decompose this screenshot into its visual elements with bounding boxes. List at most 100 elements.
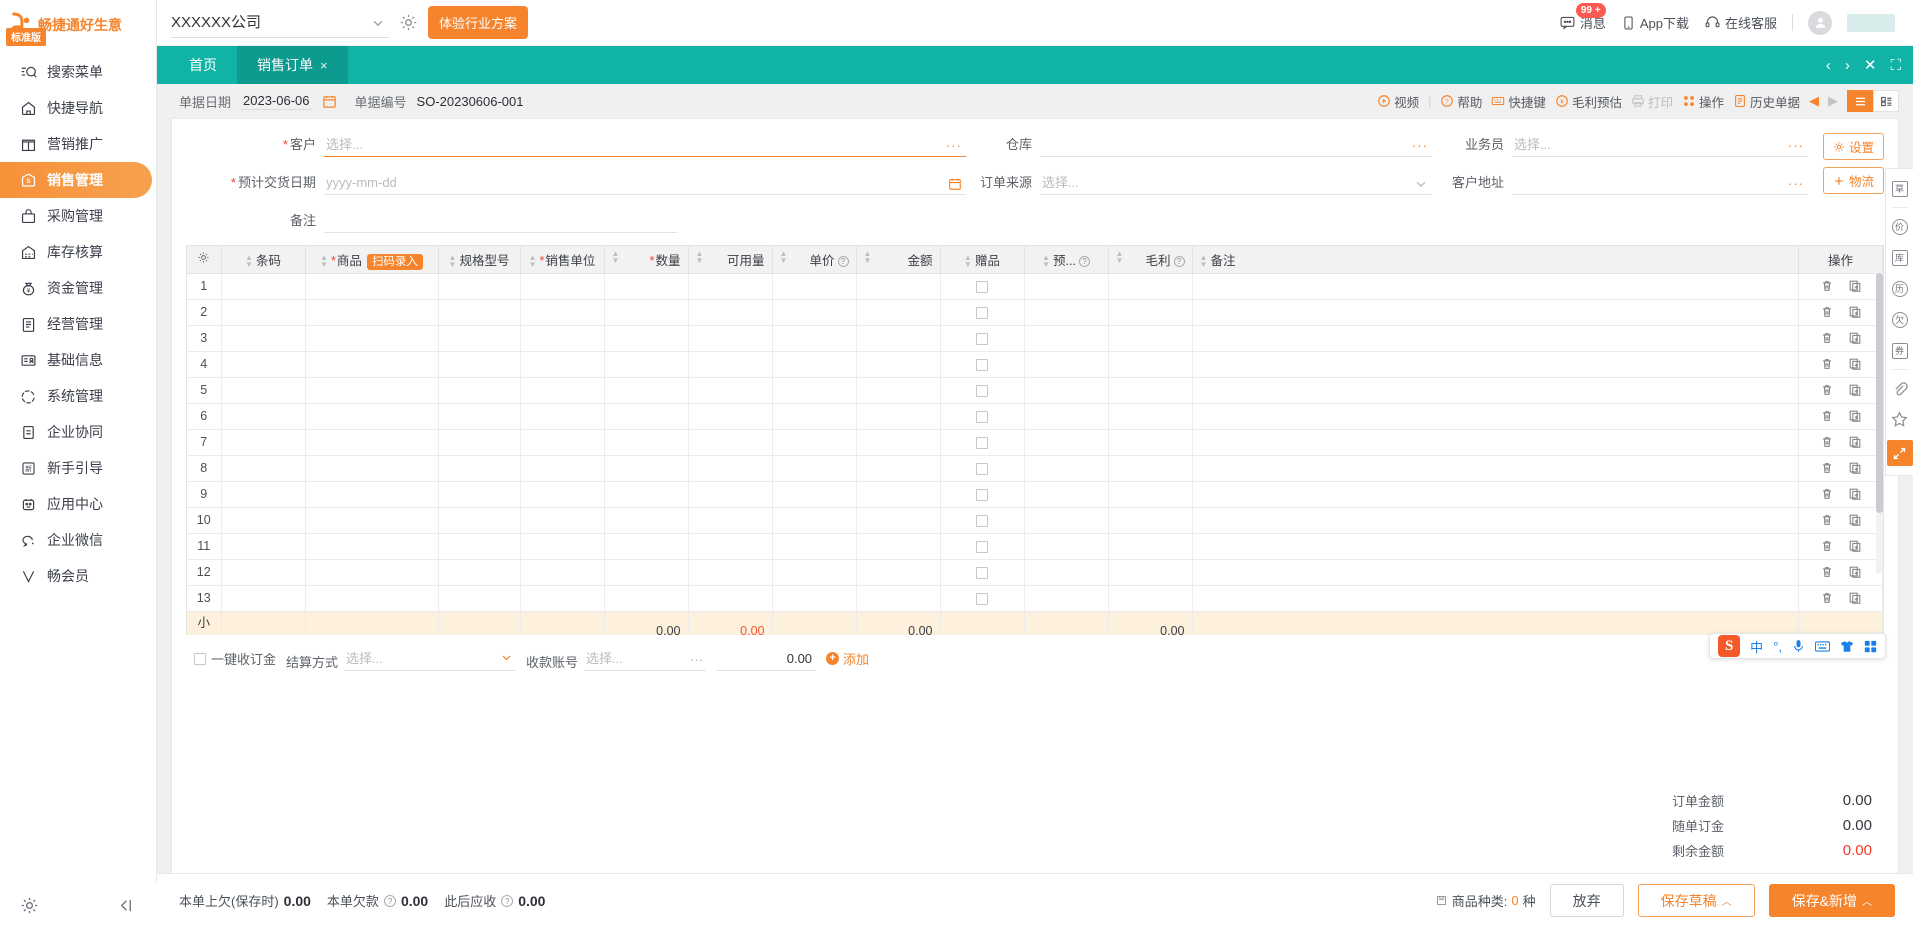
cell-code[interactable] bbox=[221, 481, 306, 508]
cell-pre[interactable] bbox=[1024, 377, 1109, 404]
cell-gross[interactable] bbox=[1108, 507, 1193, 534]
cell-memo[interactable] bbox=[1192, 533, 1799, 560]
gift-checkbox[interactable] bbox=[976, 384, 988, 397]
table-row[interactable]: 6 bbox=[187, 403, 1883, 430]
stock-icon[interactable]: 库 bbox=[1889, 247, 1910, 268]
table-row[interactable]: 9 bbox=[187, 481, 1883, 508]
history-icon[interactable]: 历 bbox=[1889, 278, 1910, 299]
cell-gift[interactable] bbox=[940, 299, 1025, 326]
cell-unit[interactable] bbox=[520, 325, 605, 352]
cell-memo[interactable] bbox=[1192, 273, 1799, 300]
cell-gross[interactable] bbox=[1108, 299, 1193, 326]
table-row[interactable]: 11 bbox=[187, 533, 1883, 560]
cell-price[interactable] bbox=[772, 351, 857, 378]
cell-unit[interactable] bbox=[520, 403, 605, 430]
column-header-qty[interactable]: ▲ ▼ *数量 bbox=[604, 246, 689, 274]
gear-icon[interactable] bbox=[399, 13, 418, 32]
cell-pre[interactable] bbox=[1024, 533, 1109, 560]
sogou-logo-icon[interactable]: S bbox=[1718, 635, 1741, 657]
sidebar-item-sales-management[interactable]: S 销售管理 bbox=[0, 162, 152, 198]
gift-checkbox[interactable] bbox=[976, 280, 988, 293]
cell-gross[interactable] bbox=[1108, 377, 1193, 404]
cell-unit[interactable] bbox=[520, 507, 605, 534]
trash-icon[interactable] bbox=[1820, 539, 1834, 553]
cell-gift[interactable] bbox=[940, 429, 1025, 456]
cell-goods[interactable] bbox=[305, 325, 439, 352]
cell-price[interactable] bbox=[772, 325, 857, 352]
trash-icon[interactable] bbox=[1820, 357, 1834, 371]
cell-avail[interactable] bbox=[688, 455, 773, 482]
cell-goods[interactable] bbox=[305, 299, 439, 326]
ime-keyboard-icon[interactable] bbox=[1815, 640, 1830, 653]
sidebar-item-vip[interactable]: 畅会员 bbox=[0, 558, 156, 594]
salesperson-input[interactable] bbox=[1511, 133, 1808, 157]
cell-pre[interactable] bbox=[1024, 429, 1109, 456]
table-row[interactable]: 4 bbox=[187, 351, 1883, 378]
cell-pre[interactable] bbox=[1024, 481, 1109, 508]
cell-price[interactable] bbox=[772, 299, 857, 326]
list-view-button[interactable] bbox=[1847, 90, 1873, 112]
cell-pre[interactable] bbox=[1024, 325, 1109, 352]
cell-memo[interactable] bbox=[1192, 377, 1799, 404]
copy-row-icon[interactable] bbox=[1848, 513, 1862, 527]
cell-spec[interactable] bbox=[438, 273, 521, 300]
cell-avail[interactable] bbox=[688, 403, 773, 430]
column-header-gross-profit[interactable]: ▲ ▼ 毛利? bbox=[1108, 246, 1193, 274]
sidebar-item-inventory[interactable]: 库存核算 bbox=[0, 234, 156, 270]
column-header-goods[interactable]: ▲ ▼ *商品 扫码录入 bbox=[305, 246, 439, 274]
cell-pre[interactable] bbox=[1024, 507, 1109, 534]
copy-row-icon[interactable] bbox=[1848, 591, 1862, 605]
cell-code[interactable] bbox=[221, 325, 306, 352]
cell-price[interactable] bbox=[772, 273, 857, 300]
cell-pre[interactable] bbox=[1024, 403, 1109, 430]
cell-qty[interactable] bbox=[604, 507, 689, 534]
table-row[interactable]: 10 bbox=[187, 507, 1883, 534]
payment-amount-input[interactable] bbox=[716, 647, 817, 671]
customer-address-input[interactable] bbox=[1511, 171, 1808, 195]
save-and-new-button[interactable]: 保存&新增 ︿ bbox=[1768, 884, 1895, 917]
salesperson-more-icon[interactable]: ··· bbox=[1787, 138, 1804, 153]
cell-goods[interactable] bbox=[305, 351, 439, 378]
cell-code[interactable] bbox=[221, 273, 306, 300]
cell-code[interactable] bbox=[221, 429, 306, 456]
cell-avail[interactable] bbox=[688, 481, 773, 508]
attachment-icon[interactable] bbox=[1889, 378, 1910, 399]
cell-pre[interactable] bbox=[1024, 559, 1109, 586]
cell-goods[interactable] bbox=[305, 273, 439, 300]
add-payment-button[interactable]: + 添加 bbox=[826, 649, 869, 671]
cell-code[interactable] bbox=[221, 533, 306, 560]
help-button[interactable]: ? 帮助 bbox=[1440, 92, 1482, 111]
sidebar-item-funds[interactable]: ¥ 资金管理 bbox=[0, 270, 156, 306]
checkbox-box[interactable] bbox=[194, 652, 206, 665]
cell-code[interactable] bbox=[221, 507, 306, 534]
warehouse-more-icon[interactable]: ··· bbox=[1411, 138, 1428, 153]
cell-price[interactable] bbox=[772, 455, 857, 482]
cell-spec[interactable] bbox=[438, 533, 521, 560]
cell-code[interactable] bbox=[221, 585, 306, 612]
trash-icon[interactable] bbox=[1820, 279, 1834, 293]
expand-icon[interactable] bbox=[1886, 440, 1913, 466]
cell-spec[interactable] bbox=[438, 455, 521, 482]
copy-row-icon[interactable] bbox=[1848, 409, 1862, 423]
sidebar-item-system[interactable]: 系统管理 bbox=[0, 378, 156, 414]
table-row[interactable]: 2 bbox=[187, 299, 1883, 326]
cell-spec[interactable] bbox=[438, 585, 521, 612]
cell-amt[interactable] bbox=[856, 455, 941, 482]
copy-row-icon[interactable] bbox=[1848, 487, 1862, 501]
calendar-icon[interactable] bbox=[948, 177, 962, 191]
cell-spec[interactable] bbox=[438, 559, 521, 586]
cell-goods[interactable] bbox=[305, 533, 439, 560]
cell-goods[interactable] bbox=[305, 559, 439, 586]
cell-unit[interactable] bbox=[520, 377, 605, 404]
cell-code[interactable] bbox=[221, 299, 306, 326]
trash-icon[interactable] bbox=[1820, 435, 1834, 449]
coupon-icon[interactable]: 券 bbox=[1889, 340, 1910, 361]
cell-avail[interactable] bbox=[688, 325, 773, 352]
card-view-button[interactable] bbox=[1873, 90, 1899, 112]
cell-amt[interactable] bbox=[856, 351, 941, 378]
cell-memo[interactable] bbox=[1192, 481, 1799, 508]
copy-row-icon[interactable] bbox=[1848, 279, 1862, 293]
table-row[interactable]: 7 bbox=[187, 429, 1883, 456]
gear-icon[interactable] bbox=[20, 896, 39, 915]
cell-spec[interactable] bbox=[438, 299, 521, 326]
